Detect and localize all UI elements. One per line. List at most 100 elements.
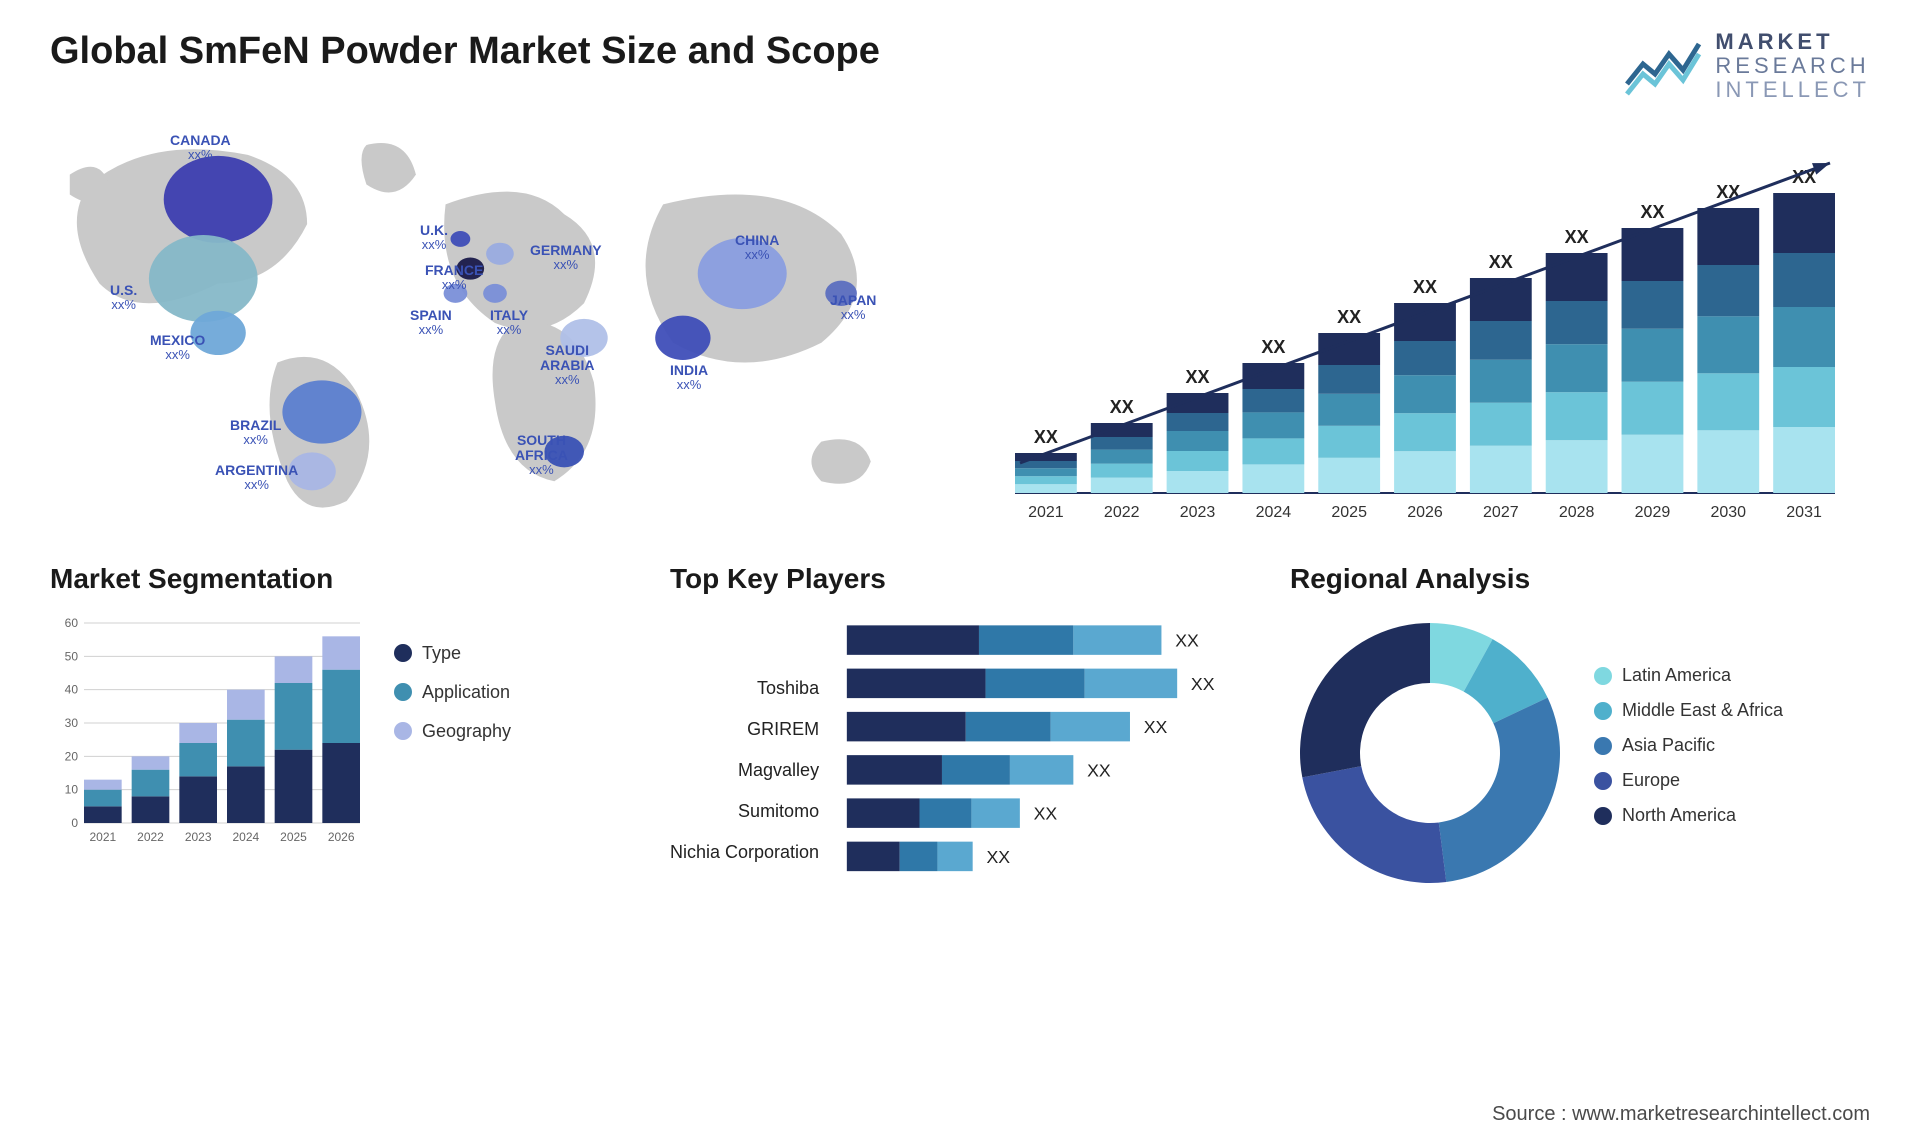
legend-swatch [1594, 702, 1612, 720]
segmentation-legend: Type Application Geography [394, 613, 511, 760]
logo-icon [1625, 36, 1703, 96]
svg-text:XX: XX [1034, 427, 1058, 447]
svg-text:XX: XX [1337, 307, 1361, 327]
map-label-italy: ITALYxx% [490, 308, 528, 338]
player-label: GRIREM [747, 719, 819, 740]
legend-swatch [1594, 807, 1612, 825]
svg-text:XX: XX [1110, 397, 1134, 417]
map-label-japan: JAPANxx% [830, 293, 876, 323]
svg-text:XX: XX [1034, 803, 1058, 823]
svg-text:2024: 2024 [232, 830, 259, 844]
regional-panel: Regional Analysis Latin America Middle Ea… [1290, 563, 1870, 913]
legend-swatch [1594, 737, 1612, 755]
map-label-mexico: MEXICOxx% [150, 333, 205, 363]
svg-text:30: 30 [65, 716, 79, 730]
map-label-germany: GERMANYxx% [530, 243, 602, 273]
players-chart: XX XX XX XX XX XX [837, 613, 1250, 913]
regional-donut [1290, 613, 1570, 893]
svg-text:2028: 2028 [1559, 504, 1595, 521]
logo-line1: MARKET [1715, 30, 1870, 54]
svg-text:XX: XX [1186, 367, 1210, 387]
legend-swatch [394, 683, 412, 701]
map-label-us: U.S.xx% [110, 283, 137, 313]
svg-text:60: 60 [65, 616, 79, 630]
players-title: Top Key Players [670, 563, 1250, 595]
svg-text:XX: XX [1413, 277, 1437, 297]
svg-text:2027: 2027 [1483, 504, 1519, 521]
legend-item: Application [394, 682, 511, 703]
svg-text:XX: XX [1640, 202, 1664, 222]
map-label-france: FRANCExx% [425, 263, 483, 293]
legend-item: Type [394, 643, 511, 664]
map-label-china: CHINAxx% [735, 233, 779, 263]
world-map: CANADAxx% U.S.xx% MEXICOxx% BRAZILxx% ARGENT… [50, 123, 940, 523]
svg-text:2021: 2021 [89, 830, 116, 844]
regional-title: Regional Analysis [1290, 563, 1870, 595]
players-labels: Toshiba GRIREM Magvalley Sumitomo Nichia Cor… [670, 613, 827, 873]
legend-item: Middle East & Africa [1594, 700, 1783, 721]
legend-item: Asia Pacific [1594, 735, 1783, 756]
legend-item: Latin America [1594, 665, 1783, 686]
regional-legend: Latin America Middle East & Africa Asia Pa… [1594, 665, 1783, 840]
logo-line3: INTELLECT [1715, 78, 1870, 102]
map-label-india: INDIAxx% [670, 363, 708, 393]
source-attribution: Source : www.marketresearchintellect.com [1492, 1103, 1870, 1126]
segmentation-panel: Market Segmentation 0 10 20 30 40 50 60 2021 202… [50, 563, 630, 913]
segmentation-chart: 0 10 20 30 40 50 60 2021 2022 2023 2024 2025 2026 [50, 613, 370, 853]
logo-line2: RESEARCH [1715, 54, 1870, 78]
svg-text:10: 10 [65, 782, 79, 796]
brand-logo: MARKET RESEARCH INTELLECT [1625, 30, 1870, 103]
segmentation-title: Market Segmentation [50, 563, 630, 595]
map-label-saudi: SAUDIARABIAxx% [540, 343, 594, 388]
map-label-canada: CANADAxx% [170, 133, 231, 163]
legend-label: Europe [1622, 770, 1680, 791]
page-title: Global SmFeN Powder Market Size and Scop… [50, 30, 880, 73]
svg-text:2026: 2026 [1407, 504, 1443, 521]
svg-text:XX: XX [1087, 760, 1111, 780]
svg-text:2031: 2031 [1786, 504, 1822, 521]
svg-text:XX: XX [1261, 337, 1285, 357]
svg-text:2022: 2022 [1104, 504, 1140, 521]
legend-swatch [1594, 667, 1612, 685]
legend-label: Application [422, 682, 510, 703]
players-panel: Top Key Players Toshiba GRIREM Magvalley Su… [670, 563, 1250, 913]
player-label: Sumitomo [738, 801, 819, 822]
svg-text:50: 50 [65, 649, 79, 663]
player-label: Toshiba [757, 678, 819, 699]
svg-text:XX: XX [1489, 252, 1513, 272]
legend-label: Geography [422, 721, 511, 742]
legend-item: Europe [1594, 770, 1783, 791]
legend-swatch [394, 722, 412, 740]
svg-text:2023: 2023 [1180, 504, 1216, 521]
legend-label: Middle East & Africa [1622, 700, 1783, 721]
map-label-brazil: BRAZILxx% [230, 418, 281, 448]
svg-text:2024: 2024 [1256, 504, 1292, 521]
legend-label: Asia Pacific [1622, 735, 1715, 756]
legend-item: Geography [394, 721, 511, 742]
svg-text:2025: 2025 [1331, 504, 1367, 521]
svg-text:XX: XX [1175, 630, 1199, 650]
svg-text:XX: XX [1144, 717, 1168, 737]
player-label: Magvalley [738, 760, 819, 781]
map-label-argentina: ARGENTINAxx% [215, 463, 298, 493]
player-label: Nichia Corporation [670, 842, 819, 863]
svg-text:2021: 2021 [1028, 504, 1064, 521]
svg-text:2026: 2026 [328, 830, 355, 844]
svg-text:2030: 2030 [1710, 504, 1746, 521]
svg-text:XX: XX [987, 846, 1011, 866]
legend-item: North America [1594, 805, 1783, 826]
legend-label: Type [422, 643, 461, 664]
legend-label: North America [1622, 805, 1736, 826]
svg-text:2023: 2023 [185, 830, 212, 844]
svg-text:0: 0 [71, 816, 78, 830]
growth-chart: XX 2021 XX 2022 XX 2023 XX 2024 XX 2025 XX 2026 XX 20… [980, 123, 1870, 523]
legend-label: Latin America [1622, 665, 1731, 686]
svg-text:XX: XX [1191, 673, 1215, 693]
svg-text:40: 40 [65, 682, 79, 696]
svg-text:2025: 2025 [280, 830, 307, 844]
svg-text:2022: 2022 [137, 830, 164, 844]
legend-swatch [1594, 772, 1612, 790]
svg-text:2029: 2029 [1635, 504, 1671, 521]
legend-swatch [394, 644, 412, 662]
svg-text:20: 20 [65, 749, 79, 763]
